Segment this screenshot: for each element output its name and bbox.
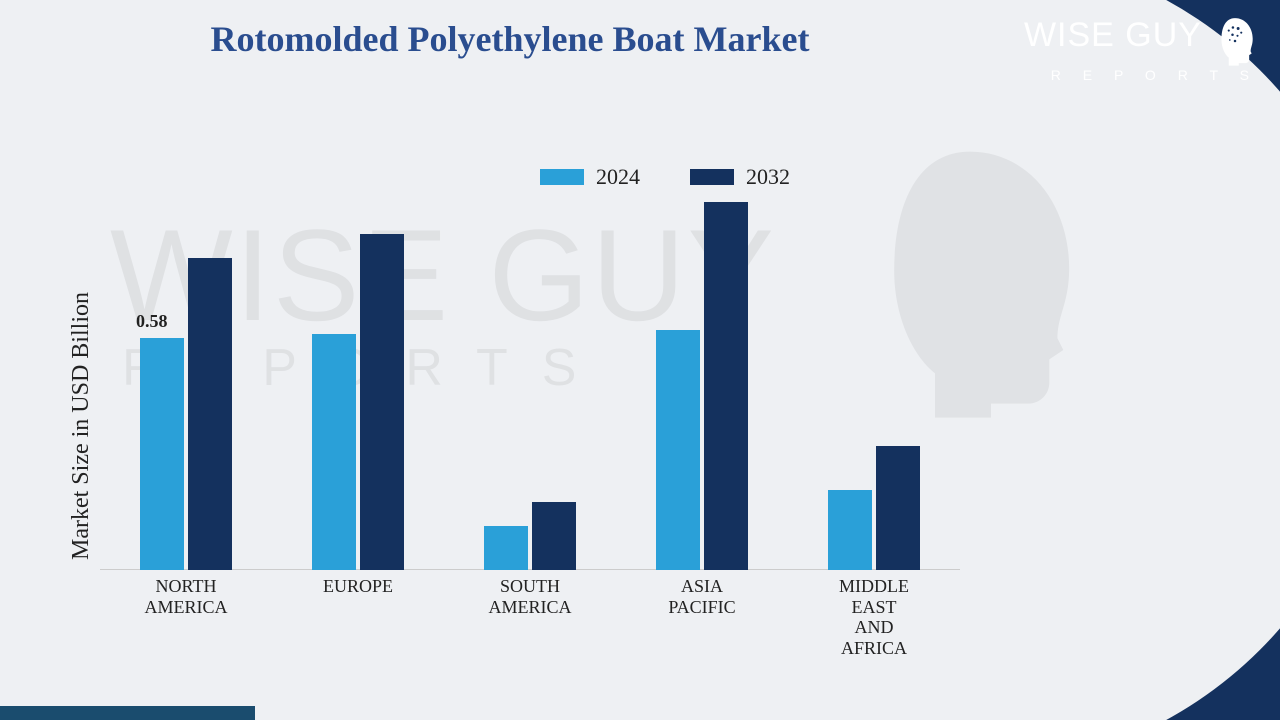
- bar: [360, 234, 404, 570]
- x-tick-label: MIDDLEEASTANDAFRICA: [788, 576, 960, 659]
- chart-title: Rotomolded Polyethylene Boat Market: [120, 18, 900, 60]
- bar: [828, 490, 872, 570]
- value-label: 0.58: [136, 311, 168, 332]
- logo-text-sub: R E P O R T S: [1024, 67, 1258, 83]
- bar: [876, 446, 920, 570]
- logo-head-icon: [1212, 16, 1258, 71]
- chart-card: WISE GUY REPORTS Rotomolded Polyethylene…: [0, 0, 1280, 720]
- x-tick-label: ASIAPACIFIC: [616, 576, 788, 617]
- x-tick-label: SOUTHAMERICA: [444, 576, 616, 617]
- accent-bar: [0, 706, 255, 720]
- x-tick-label: NORTHAMERICA: [100, 576, 272, 617]
- bar: [532, 502, 576, 570]
- logo-text-main: WISE GUY: [1024, 16, 1202, 55]
- y-axis-label: Market Size in USD Billion: [68, 292, 95, 560]
- bar: [704, 202, 748, 570]
- bar: [188, 258, 232, 570]
- bar: [312, 334, 356, 570]
- bar: [656, 330, 700, 570]
- brand-logo: WISE GUY R E P O R T S: [1024, 16, 1258, 83]
- plot-area: 0.58: [100, 170, 960, 570]
- x-tick-label: EUROPE: [272, 576, 444, 597]
- bar: [484, 526, 528, 570]
- bar: [140, 338, 184, 570]
